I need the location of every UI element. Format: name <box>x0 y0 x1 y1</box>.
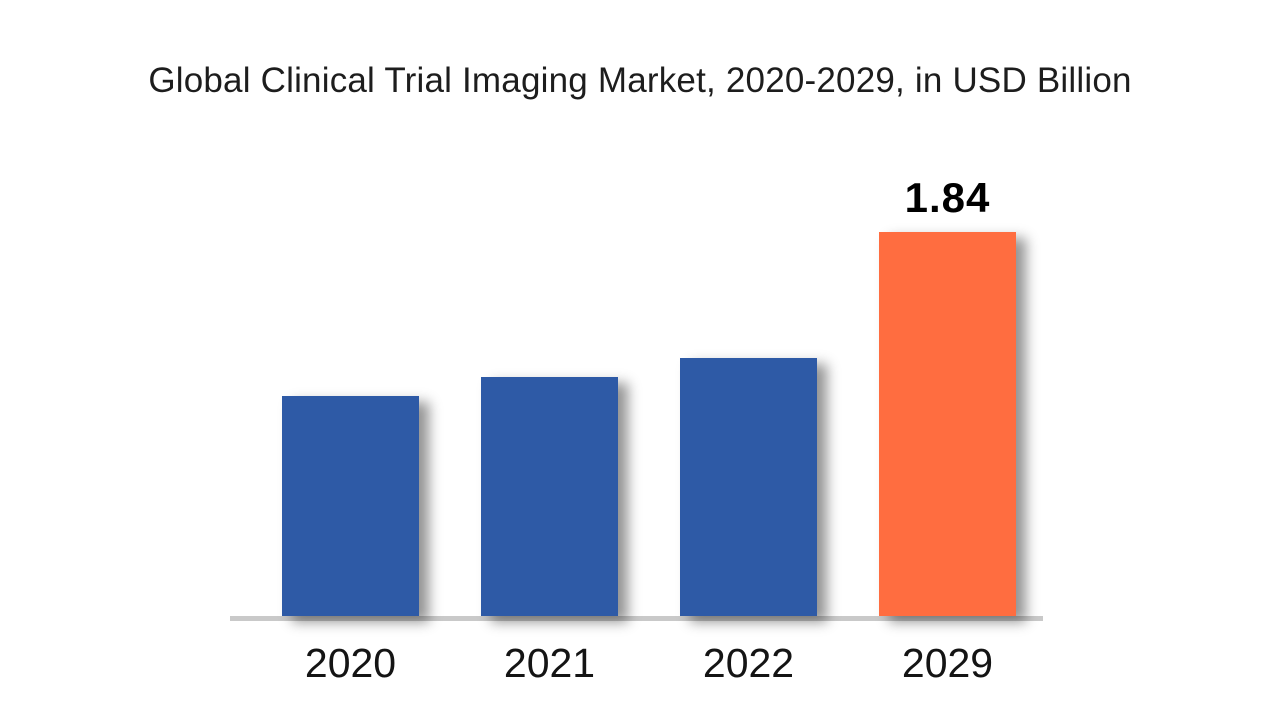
bar-2021 <box>481 377 618 616</box>
x-tick-label-2021: 2021 <box>503 640 596 686</box>
x-tick-label-2029: 2029 <box>901 640 994 686</box>
x-tick-label-2020: 2020 <box>304 640 397 686</box>
bar-2029 <box>879 232 1016 616</box>
x-axis-line <box>230 616 1043 621</box>
plot-area: 2020 2021 2022 1.84 2029 <box>230 174 1043 684</box>
bar-2022 <box>680 358 817 616</box>
bar-slot-2022: 2022 <box>680 176 817 684</box>
bar-value-label-2029: 1.84 <box>904 174 991 221</box>
bars-container: 2020 2021 2022 1.84 2029 <box>230 174 1043 684</box>
bar-slot-2029: 1.84 2029 <box>879 174 1016 684</box>
bar-slot-2020: 2020 <box>282 176 419 684</box>
x-tick-label-2022: 2022 <box>702 640 795 686</box>
chart-title: Global Clinical Trial Imaging Market, 20… <box>148 61 1132 100</box>
bar-2020 <box>282 396 419 616</box>
bar-slot-2021: 2021 <box>481 176 618 684</box>
